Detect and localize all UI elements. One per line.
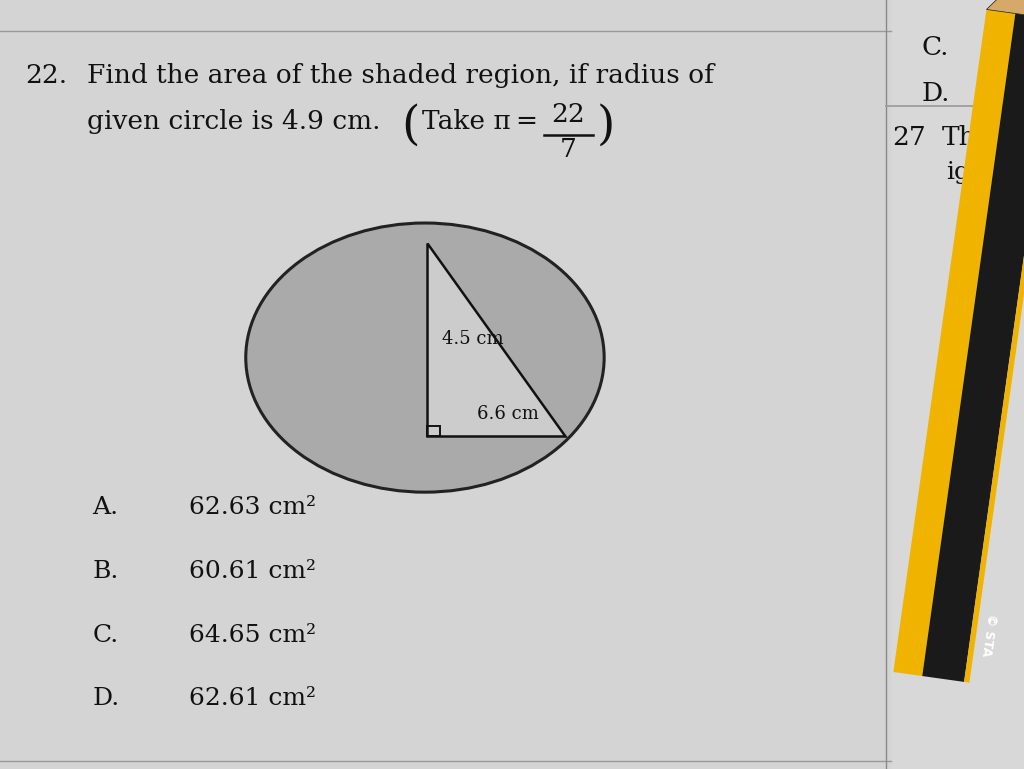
Text: 4.5 cm: 4.5 cm — [442, 331, 504, 348]
Text: (: ( — [401, 104, 420, 149]
Text: D.: D. — [92, 687, 120, 711]
Polygon shape — [986, 0, 1024, 20]
Text: given circle is 4.9 cm.: given circle is 4.9 cm. — [87, 109, 381, 135]
Bar — [0, 0, 891, 769]
Text: Th: Th — [942, 125, 977, 150]
Polygon shape — [893, 9, 1016, 676]
Text: C.: C. — [922, 35, 949, 60]
Text: A.: A. — [92, 496, 119, 519]
Text: 62.61 cm²: 62.61 cm² — [189, 687, 316, 711]
Text: Take π =: Take π = — [422, 109, 543, 135]
Text: 27: 27 — [892, 125, 926, 150]
Text: ): ) — [597, 104, 615, 149]
Text: 6.6 cm: 6.6 cm — [477, 405, 539, 423]
Bar — [427, 425, 440, 435]
Text: B.: B. — [92, 560, 119, 583]
Text: 22.: 22. — [26, 63, 68, 88]
Text: 62.63 cm²: 62.63 cm² — [189, 496, 316, 519]
Polygon shape — [923, 14, 1024, 682]
Text: 60.61 cm²: 60.61 cm² — [189, 560, 316, 583]
Polygon shape — [427, 243, 565, 435]
Text: Find the area of the shaded region, if radius of: Find the area of the shaded region, if r… — [87, 63, 714, 88]
Polygon shape — [964, 19, 1024, 683]
Text: C.: C. — [92, 624, 119, 647]
Circle shape — [246, 223, 604, 492]
Text: © STA: © STA — [979, 612, 997, 657]
Text: 64.65 cm²: 64.65 cm² — [189, 624, 316, 647]
Text: 22: 22 — [552, 102, 585, 127]
Text: 7: 7 — [560, 137, 577, 162]
Text: D.: D. — [922, 81, 950, 106]
Text: ig: ig — [946, 161, 970, 185]
